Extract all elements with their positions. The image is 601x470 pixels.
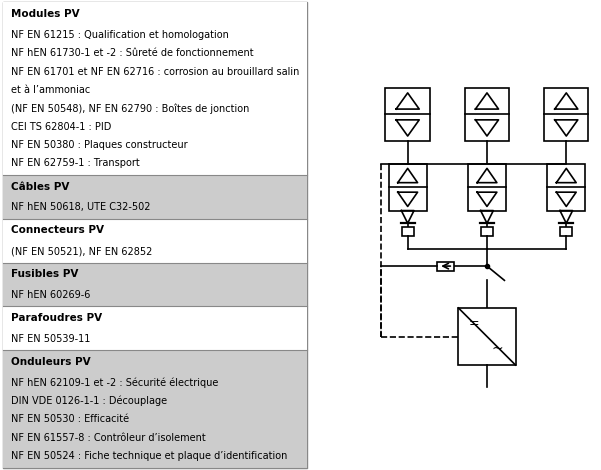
Text: Connecteurs PV: Connecteurs PV [11,226,103,235]
Text: (NF EN 50521), NF EN 62852: (NF EN 50521), NF EN 62852 [11,246,152,256]
Bar [3,2,307,175]
Text: NF EN 50380 : Plaques constructeur: NF EN 50380 : Plaques constructeur [11,140,188,150]
Bar [468,164,506,211]
Text: CEI TS 62804-1 : PID: CEI TS 62804-1 : PID [11,122,111,132]
Text: NF hEN 62109-1 et -2 : Sécurité électrique: NF hEN 62109-1 et -2 : Sécurité électriq… [11,377,218,388]
Text: Fusibles PV: Fusibles PV [11,269,78,279]
Text: NF hEN 60269-6: NF hEN 60269-6 [11,290,90,300]
Text: et à l’ammoniac: et à l’ammoniac [11,85,90,95]
Bar [3,175,307,219]
Bar [3,263,307,306]
Text: NF EN 61557-8 : Contrôleur d’isolement: NF EN 61557-8 : Contrôleur d’isolement [11,433,206,443]
Bar [465,87,509,141]
Bar [3,350,307,468]
Bar [3,306,307,350]
Text: NF EN 61215 : Qualification et homologation: NF EN 61215 : Qualification et homologat… [11,30,228,40]
Text: ~: ~ [492,342,503,356]
Bar [481,227,493,235]
Text: DIN VDE 0126-1-1 : Découplage: DIN VDE 0126-1-1 : Découplage [11,396,166,407]
Text: Câbles PV: Câbles PV [11,181,69,192]
Bar [3,219,307,263]
Text: Modules PV: Modules PV [11,9,79,19]
Text: (NF EN 50548), NF EN 62790 : Boîtes de jonction: (NF EN 50548), NF EN 62790 : Boîtes de j… [11,103,249,114]
Text: Onduleurs PV: Onduleurs PV [11,357,90,367]
Bar [385,87,430,141]
Text: NF EN 50524 : Fiche technique et plaque d’identification: NF EN 50524 : Fiche technique et plaque … [11,451,287,461]
Text: NF hEN 61730-1 et -2 : Sûreté de fonctionnement: NF hEN 61730-1 et -2 : Sûreté de fonctio… [11,48,253,58]
Bar [544,87,588,141]
Text: NF EN 50539-11: NF EN 50539-11 [11,334,90,344]
Bar [548,164,585,211]
Text: =: = [469,317,480,330]
Bar [560,227,572,235]
Text: NF EN 50530 : Efficacité: NF EN 50530 : Efficacité [11,415,129,424]
Text: NF hEN 50618, UTE C32-502: NF hEN 50618, UTE C32-502 [11,202,150,212]
Text: NF EN 61701 et NF EN 62716 : corrosion au brouillard salin: NF EN 61701 et NF EN 62716 : corrosion a… [11,67,299,77]
Bar [389,164,427,211]
Bar [437,262,454,271]
Bar [459,308,516,365]
Bar [401,227,413,235]
Text: Parafoudres PV: Parafoudres PV [11,313,102,323]
Text: NF EN 62759-1 : Transport: NF EN 62759-1 : Transport [11,158,139,168]
